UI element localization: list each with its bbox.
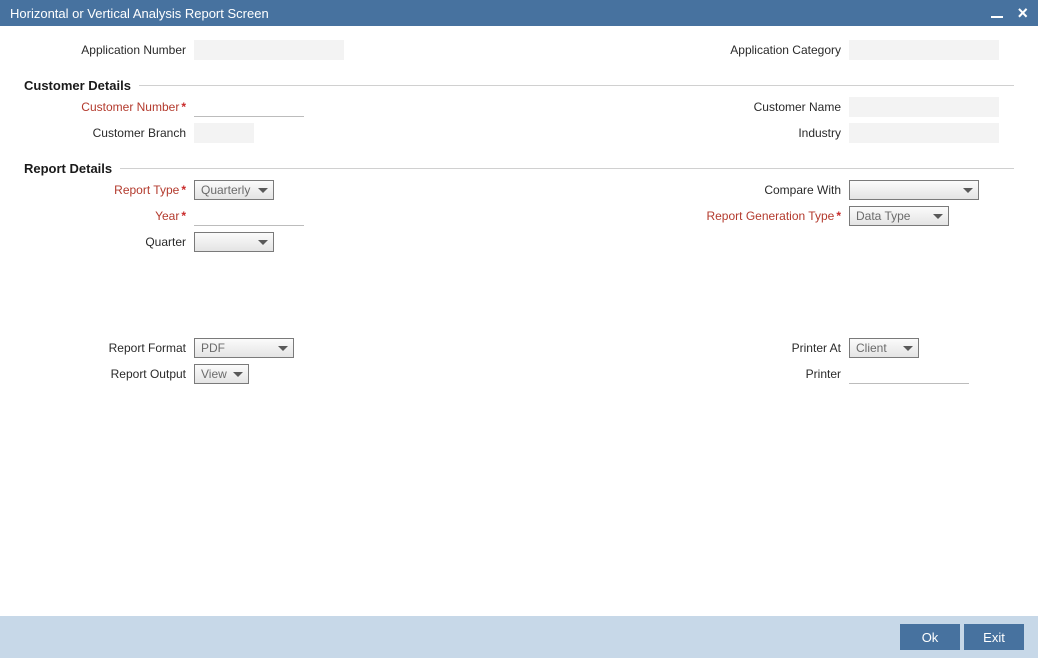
printer-label: Printer (519, 367, 849, 381)
report-details-header: Report Details (24, 149, 1014, 180)
report-output-label: Report Output (24, 367, 194, 381)
ok-button[interactable]: Ok (900, 624, 960, 650)
close-icon[interactable]: × (1017, 4, 1028, 22)
report-details-title: Report Details (24, 161, 112, 176)
printer-at-label: Printer At (519, 341, 849, 355)
section-divider (120, 168, 1014, 169)
quarter-label: Quarter (24, 235, 194, 249)
customer-name-input[interactable] (849, 97, 999, 117)
titlebar: Horizontal or Vertical Analysis Report S… (0, 0, 1038, 26)
customer-number-input[interactable] (194, 97, 304, 117)
report-output-select[interactable]: View (194, 364, 249, 384)
report-type-select[interactable]: Quarterly (194, 180, 274, 200)
customer-name-label: Customer Name (519, 100, 849, 114)
section-divider (139, 85, 1014, 86)
customer-details-title: Customer Details (24, 78, 131, 93)
report-format-label: Report Format (24, 341, 194, 355)
printer-at-select[interactable]: Client (849, 338, 919, 358)
customer-branch-input[interactable] (194, 123, 254, 143)
compare-with-label: Compare With (519, 183, 849, 197)
exit-button[interactable]: Exit (964, 624, 1024, 650)
year-label: Year* (24, 209, 194, 223)
customer-number-label: Customer Number* (24, 100, 194, 114)
window-title: Horizontal or Vertical Analysis Report S… (10, 6, 269, 21)
titlebar-controls: × (991, 4, 1028, 22)
year-input[interactable] (194, 206, 304, 226)
printer-input[interactable] (849, 364, 969, 384)
application-number-input[interactable] (194, 40, 344, 60)
customer-branch-label: Customer Branch (24, 126, 194, 140)
report-type-label: Report Type* (24, 183, 194, 197)
footer-bar: Ok Exit (0, 616, 1038, 658)
application-number-label: Application Number (24, 43, 194, 57)
report-format-select[interactable]: PDF (194, 338, 294, 358)
report-generation-type-select[interactable]: Data Type (849, 206, 949, 226)
application-category-input[interactable] (849, 40, 999, 60)
application-category-label: Application Category (519, 43, 849, 57)
content-area: Application Number Application Category … (0, 26, 1038, 384)
minimize-icon[interactable] (991, 16, 1003, 18)
industry-label: Industry (519, 126, 849, 140)
compare-with-select[interactable] (849, 180, 979, 200)
customer-details-header: Customer Details (24, 66, 1014, 97)
industry-input[interactable] (849, 123, 999, 143)
quarter-select[interactable] (194, 232, 274, 252)
report-generation-type-label: Report Generation Type* (519, 209, 849, 223)
